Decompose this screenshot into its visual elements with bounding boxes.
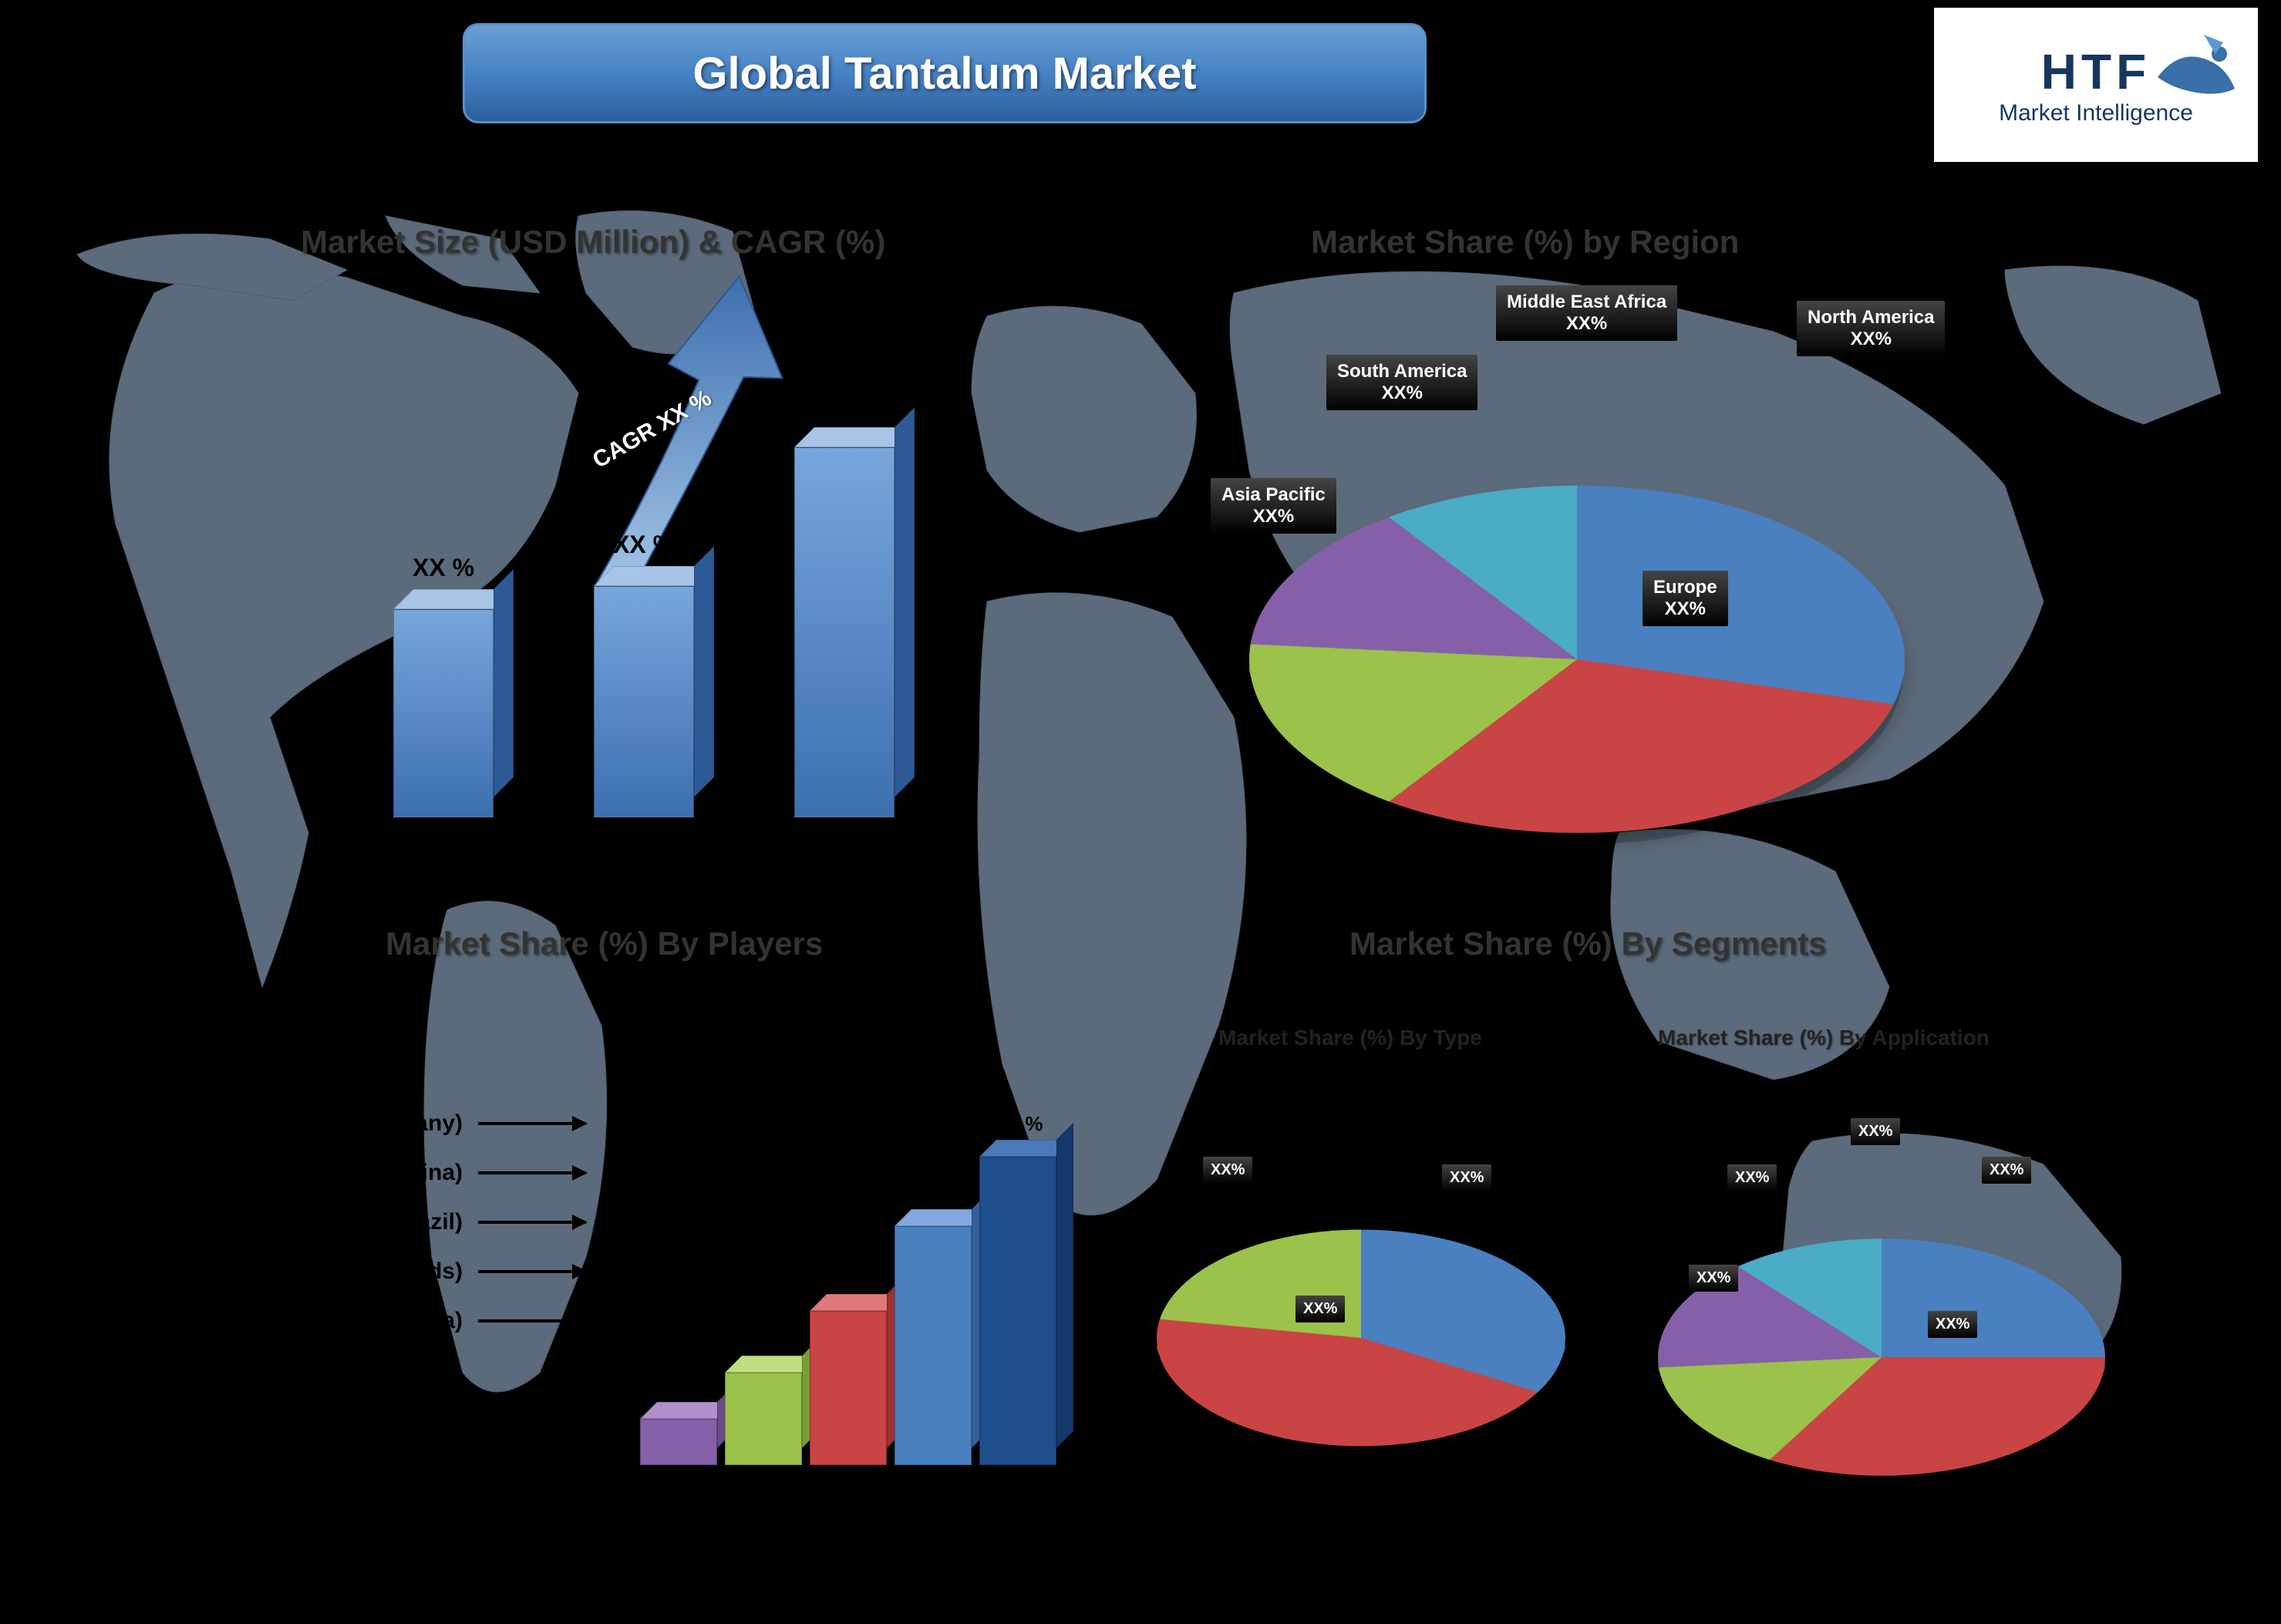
pie-slice-label: XX% [1203,1157,1252,1184]
player-label: Ningxia (China) [216,1160,463,1186]
player-label: Plansee (Austria) [216,1308,463,1334]
player-arrow [478,1319,586,1322]
bar-label: XX % [887,1181,979,1205]
bar-label: XX % [632,1374,725,1398]
historic-label: Historic [378,825,453,849]
bar-label: XX % [802,1266,895,1290]
bar-label: XX % [717,1328,810,1352]
pie-slice-label: South AmericaXX% [1326,355,1477,410]
pie-slice-label: XX% [1442,1164,1491,1191]
pie-slice-label: North AmericaXX% [1797,301,1945,356]
pie-chart [1157,1230,1565,1447]
player-label: CBMM (Brazil) [216,1209,463,1235]
pie-chart [1249,486,1905,833]
player-item: Plansee (Austria) [216,1308,586,1334]
pie-slice-label: EuropeXX% [1643,571,1728,626]
pie-wrap [1249,332,1905,987]
pie-wrap [1157,1134,1565,1542]
player-label: H.C. Starck (Germany) [216,1110,463,1137]
player-arrow [478,1270,586,1273]
pie-wrap [1658,1134,2105,1581]
bar-label: XX % [393,554,494,582]
htf-logo: HTF Market Intelligence [1934,8,2258,162]
main-title-text: Global Tantalum Market [692,48,1196,99]
region-pie-container [1249,332,1905,987]
player-list: H.C. Starck (Germany) Ningxia (China) CB… [216,1110,586,1357]
app-pie-container [1658,1134,2105,1581]
sub-title-type: Market Share (%) By Type [1218,1026,1482,1050]
type-pie-container [1157,1134,1565,1542]
section-title-region: Market Share (%) by Region [1311,224,1739,261]
bar-label: XX % [594,531,694,559]
player-item: H.C. Starck (Germany) [216,1110,586,1137]
section-title-market-size: Market Size (USD Million) & CAGR (%) [301,224,885,261]
pie-slice-label: Asia PacificXX% [1211,478,1336,534]
player-item: Ningxia (China) [216,1160,586,1186]
player-item: CBMM (Brazil) [216,1209,586,1235]
pie-slice-label: Middle East AfricaXX% [1496,285,1677,341]
player-arrow [478,1171,586,1174]
player-label: AMG (Netherlands) [216,1258,463,1285]
sub-title-application: Market Share (%) By Application [1658,1026,1990,1050]
pie-slice-label: XX% [1928,1311,1977,1338]
pie-slice-label: XX% [1982,1157,2031,1184]
pie-slice-label: XX% [1689,1265,1738,1292]
logo-text-top: HTF [2041,43,2151,100]
player-arrow [478,1122,586,1125]
bar-label: XX % [972,1112,1064,1136]
logo-icon [2142,23,2242,108]
pie-slice-label: XX% [1295,1295,1345,1322]
player-arrow [478,1221,586,1224]
section-title-players: Market Share (%) By Players [386,925,823,962]
pie-slice-label: XX% [1851,1118,1900,1145]
bar-label: XX % [794,392,895,420]
main-title-bar: Global Tantalum Market [463,23,1427,123]
player-item: AMG (Netherlands) [216,1258,586,1285]
pie-slice-label: XX% [1727,1164,1777,1191]
